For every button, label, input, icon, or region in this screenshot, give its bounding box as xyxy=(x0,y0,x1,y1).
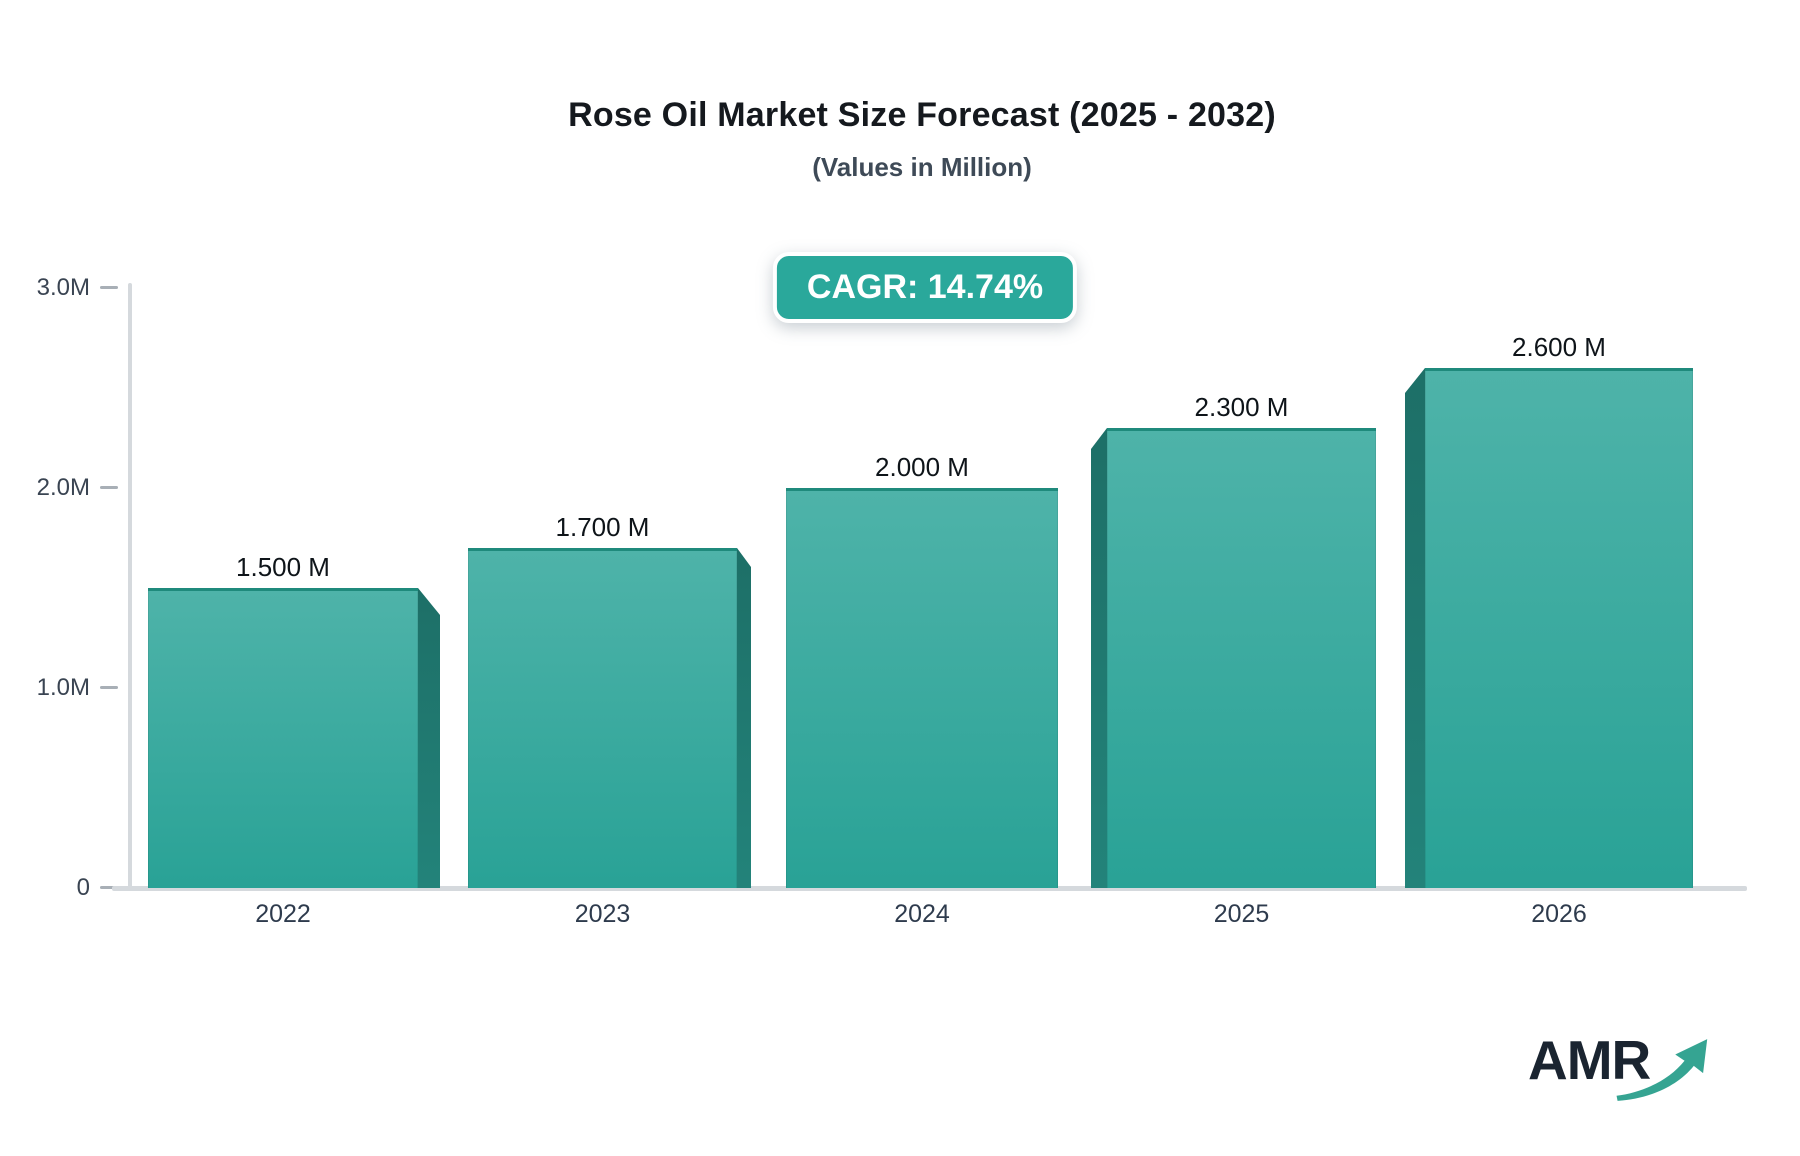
amr-logo: AMR xyxy=(1528,1028,1738,1110)
chart-title: Rose Oil Market Size Forecast (2025 - 20… xyxy=(568,96,1276,134)
bar-2022 xyxy=(148,588,418,888)
y-tick-label-0: 0 xyxy=(76,874,90,901)
y-tick-label-2.0M: 2.0M xyxy=(36,474,90,501)
bar-side-3d-2025 xyxy=(1091,428,1107,888)
x-axis-label-2024: 2024 xyxy=(894,900,950,928)
x-axis-label-2025: 2025 xyxy=(1213,900,1270,928)
y-tick-dash-2.0M xyxy=(100,486,118,489)
y-tick-dash-3.0M xyxy=(100,286,118,289)
x-axis-line xyxy=(112,886,1747,891)
bar-side-3d-2026 xyxy=(1405,368,1425,888)
y-tick-label-1.0M: 1.0M xyxy=(36,674,90,701)
bar-2024 xyxy=(786,488,1058,888)
cagr-badge: CAGR: 14.74% xyxy=(772,252,1078,323)
y-axis-line xyxy=(128,283,132,891)
y-tick-dash-0 xyxy=(100,886,118,889)
bar-value-label-2024: 2.000 M xyxy=(875,452,969,482)
bar-value-label-2026: 2.600 M xyxy=(1512,332,1606,362)
bar-value-label-2025: 2.300 M xyxy=(1194,392,1289,422)
bar-2025 xyxy=(1107,428,1376,888)
bar-side-3d-2022 xyxy=(418,588,440,888)
bar-2026 xyxy=(1425,368,1693,888)
bar-2023 xyxy=(468,548,737,888)
chart-subtitle: (Values in Million) xyxy=(812,152,1032,182)
x-axis-label-2023: 2023 xyxy=(574,900,631,928)
x-axis-label-2022: 2022 xyxy=(255,900,311,928)
bar-side-3d-2023 xyxy=(737,548,751,888)
amr-logo-text: AMR xyxy=(1528,1029,1651,1091)
x-axis-label-2026: 2026 xyxy=(1531,900,1587,928)
bar-value-label-2022: 1.500 M xyxy=(236,552,330,582)
growth-arrow-icon xyxy=(1616,1039,1708,1101)
cagr-badge-label: CAGR: 14.74% xyxy=(806,268,1044,306)
y-tick-label-3.0M: 3.0M xyxy=(36,274,90,301)
bar-value-label-2023: 1.700 M xyxy=(555,512,650,542)
y-tick-dash-1.0M xyxy=(100,686,118,689)
